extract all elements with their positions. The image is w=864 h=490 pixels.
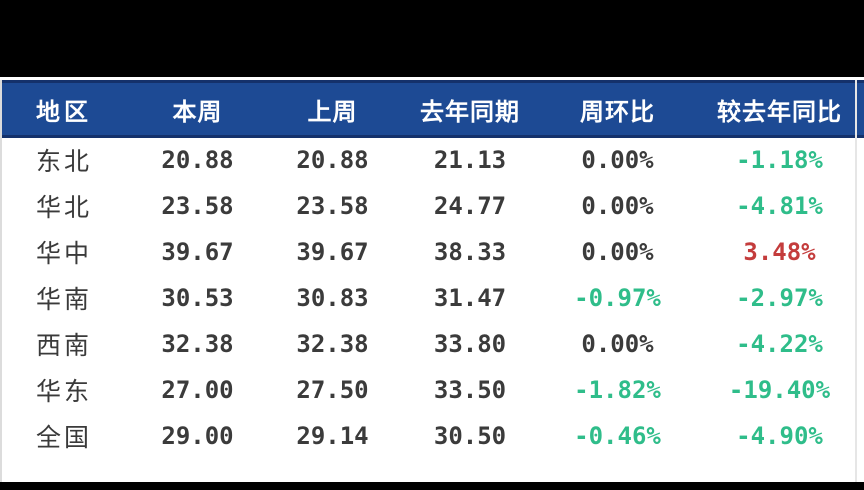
yoy-cell: -4.90%	[695, 412, 864, 459]
last-year-cell: 38.33	[400, 228, 540, 275]
wow-cell: 0.00%	[540, 182, 695, 229]
region-cell: 华东	[0, 366, 130, 413]
table-row: 全国 29.00 29.14 30.50 -0.46% -4.90%	[0, 412, 864, 459]
yoy-cell: -4.81%	[695, 182, 864, 229]
table-row: 华南 30.53 30.83 31.47 -0.97% -2.97%	[0, 274, 864, 321]
table-row: 华北 23.58 23.58 24.77 0.00% -4.81%	[0, 182, 864, 229]
last-year-cell: 21.13	[400, 136, 540, 183]
wow-cell: 0.00%	[540, 136, 695, 183]
regional-price-table: 地区 本周 上周 去年同期 周环比 较去年同比 东北 20.88 20.88 2…	[0, 80, 864, 459]
last-year-cell: 31.47	[400, 274, 540, 321]
table-row: 华东 27.00 27.50 33.50 -1.82% -19.40%	[0, 366, 864, 413]
wow-cell: -0.97%	[540, 274, 695, 321]
last-year-cell: 24.77	[400, 182, 540, 229]
last-week-cell: 29.14	[265, 412, 400, 459]
region-cell: 西南	[0, 320, 130, 367]
wow-cell: 0.00%	[540, 228, 695, 275]
last-week-cell: 20.88	[265, 136, 400, 183]
region-cell: 全国	[0, 412, 130, 459]
last-week-cell: 23.58	[265, 182, 400, 229]
last-year-cell: 33.80	[400, 320, 540, 367]
wow-cell: -0.46%	[540, 412, 695, 459]
this-week-cell: 20.88	[130, 136, 265, 183]
last-year-cell: 33.50	[400, 366, 540, 413]
yoy-cell: 3.48%	[695, 228, 864, 275]
col-header-this-week: 本周	[130, 80, 265, 138]
this-week-cell: 39.67	[130, 228, 265, 275]
table-header-row: 地区 本周 上周 去年同期 周环比 较去年同比	[0, 80, 864, 138]
col-header-yoy: 较去年同比	[695, 80, 864, 138]
col-header-region: 地区	[0, 80, 130, 138]
last-week-cell: 27.50	[265, 366, 400, 413]
last-week-cell: 32.38	[265, 320, 400, 367]
left-edge-line	[0, 80, 2, 482]
last-week-cell: 39.67	[265, 228, 400, 275]
region-cell: 华南	[0, 274, 130, 321]
yoy-cell: -19.40%	[695, 366, 864, 413]
region-cell: 东北	[0, 136, 130, 183]
divider-gap	[0, 77, 864, 80]
wow-cell: 0.00%	[540, 320, 695, 367]
col-header-wow: 周环比	[540, 80, 695, 138]
yoy-cell: -4.22%	[695, 320, 864, 367]
last-week-cell: 30.83	[265, 274, 400, 321]
this-week-cell: 30.53	[130, 274, 265, 321]
this-week-cell: 27.00	[130, 366, 265, 413]
region-cell: 华中	[0, 228, 130, 275]
redacted-black-band-bottom	[0, 482, 864, 490]
yoy-cell: -2.97%	[695, 274, 864, 321]
this-week-cell: 29.00	[130, 412, 265, 459]
yoy-cell: -1.18%	[695, 136, 864, 183]
col-header-last-year: 去年同期	[400, 80, 540, 138]
table-body: 东北 20.88 20.88 21.13 0.00% -1.18% 华北 23.…	[0, 136, 864, 459]
this-week-cell: 23.58	[130, 182, 265, 229]
this-week-cell: 32.38	[130, 320, 265, 367]
table-row: 西南 32.38 32.38 33.80 0.00% -4.22%	[0, 320, 864, 367]
table-row: 东北 20.88 20.88 21.13 0.00% -1.18%	[0, 136, 864, 183]
last-year-cell: 30.50	[400, 412, 540, 459]
wow-cell: -1.82%	[540, 366, 695, 413]
region-cell: 华北	[0, 182, 130, 229]
redacted-black-band-top	[0, 0, 864, 77]
col-header-last-week: 上周	[265, 80, 400, 138]
right-edge-line	[855, 80, 857, 482]
table-row: 华中 39.67 39.67 38.33 0.00% 3.48%	[0, 228, 864, 275]
